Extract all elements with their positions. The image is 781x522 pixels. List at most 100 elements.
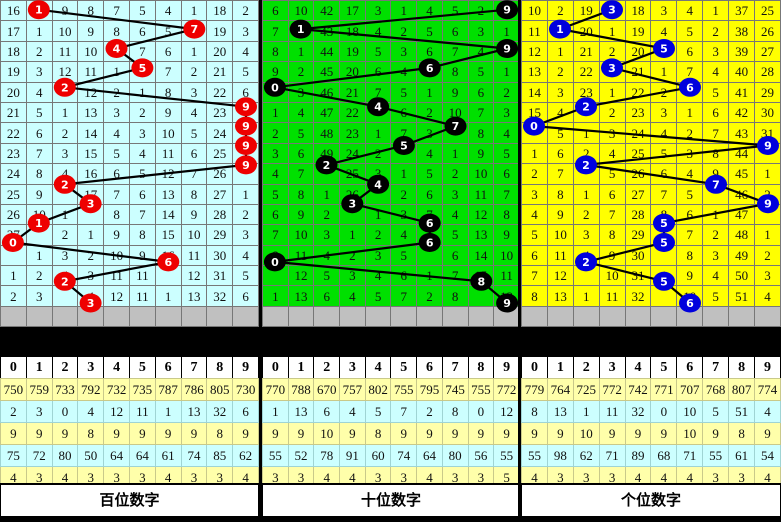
column-header-1[interactable]: 1: [287, 356, 315, 380]
table-row: 6104217314529: [262, 0, 520, 22]
table-row: 8114235661410: [262, 244, 520, 267]
cell-r12-c4: 3: [364, 244, 392, 267]
column-header-5[interactable]: 5: [650, 356, 678, 380]
cell-r4-c6: 6: [676, 81, 704, 103]
cell-r1-c0: 11: [521, 20, 548, 42]
cell-r12-c8: 30: [206, 244, 234, 267]
cell-r8-c9: 9: [232, 163, 259, 185]
cell-r13-c5: 1: [650, 265, 678, 287]
column-header-0[interactable]: 0: [0, 356, 27, 380]
cell-r11-c6: 15: [154, 224, 182, 246]
stats-r2-c2: 1: [572, 400, 600, 423]
column-header-0[interactable]: 0: [262, 356, 289, 380]
cell-r10-c9: 9: [754, 203, 781, 226]
cell-r14-c6: 2: [416, 285, 443, 307]
table-row: 24841665127269: [0, 163, 259, 185]
column-header-4[interactable]: 4: [624, 356, 652, 380]
stats-r1-c1: 788: [287, 378, 315, 401]
cell-r13-c1: 2: [25, 265, 53, 287]
cell-r2-c3: 10: [77, 40, 105, 63]
cell-r9-c8: 46: [728, 183, 756, 205]
stats-r4-c1: 98: [546, 444, 574, 467]
stats-r3-c1: 9: [25, 422, 53, 445]
cell-r4-c5: 1: [128, 81, 156, 103]
cell-r2-c0: 12: [521, 40, 548, 63]
cell-r7-c3: 4: [598, 142, 626, 165]
column-header-5[interactable]: 5: [128, 356, 156, 380]
cell-r4-c0: 20: [0, 81, 27, 103]
cell-r11-c6: 6: [416, 224, 443, 246]
column-header-6[interactable]: 6: [154, 356, 182, 380]
stats-r4-c6: 71: [676, 444, 704, 467]
stats-r4-c2: 62: [572, 444, 600, 467]
cell-r2-c5: 5: [650, 40, 678, 63]
column-header-8[interactable]: 8: [206, 356, 234, 380]
cell-r15-c4: [624, 305, 652, 328]
cell-r3-c5: 1: [650, 61, 678, 83]
cell-r12-c5: 5: [650, 244, 678, 267]
cell-r6-c7: 5: [180, 122, 208, 144]
stats-r3-c5: 9: [128, 422, 156, 445]
stats-r3-c3: 9: [598, 422, 626, 445]
column-header-7[interactable]: 7: [180, 356, 208, 380]
column-header-6[interactable]: 6: [416, 356, 443, 380]
cell-r10-c8: 12: [467, 203, 495, 226]
stats-row-r1: 750 759 733 792 732 735 787 786 805 730: [0, 378, 259, 401]
stats-r2-c5: 0: [650, 400, 678, 423]
cell-r4-c0: 0: [262, 81, 289, 103]
column-header-8[interactable]: 8: [728, 356, 756, 380]
column-header-9[interactable]: 9: [232, 356, 259, 380]
cell-r13-c3: 3: [77, 265, 105, 287]
cell-r3-c8: 40: [728, 61, 756, 83]
column-header-3[interactable]: 3: [77, 356, 105, 380]
stats-row-r4: 75 72 80 50 64 64 61 74 85 62: [0, 444, 259, 467]
cell-r2-c3: 2: [598, 40, 626, 63]
cell-r1-c6: 5: [416, 20, 443, 42]
column-header-3[interactable]: 3: [598, 356, 626, 380]
cell-r11-c2: 3: [313, 224, 341, 246]
stats-r3-c9: 9: [493, 422, 520, 445]
stats-r2-c6: 2: [416, 400, 443, 423]
cell-r12-c2: 3: [51, 244, 79, 267]
table-row: 69231374128: [262, 203, 520, 226]
column-header-7[interactable]: 7: [441, 356, 469, 380]
cell-r1-c6: 5: [676, 20, 704, 42]
stats-r1-c1: 764: [546, 378, 574, 401]
cell-r15-c6: [416, 305, 443, 328]
column-header-2[interactable]: 2: [572, 356, 600, 380]
column-header-9[interactable]: 9: [754, 356, 781, 380]
column-header-6[interactable]: 6: [676, 356, 704, 380]
cell-r3-c9: 5: [232, 61, 259, 83]
table-row: 71221031194503: [521, 265, 781, 287]
column-header-2[interactable]: 2: [51, 356, 79, 380]
stats-r4-c9: 62: [232, 444, 259, 467]
column-header-4[interactable]: 4: [103, 356, 130, 380]
cell-r2-c1: 2: [25, 40, 53, 63]
cell-r6-c7: 7: [441, 122, 469, 144]
column-header-8[interactable]: 8: [467, 356, 495, 380]
column-header-1[interactable]: 1: [546, 356, 574, 380]
cell-r15-c3: [339, 305, 366, 328]
column-header-2[interactable]: 2: [313, 356, 341, 380]
table-row: 143231222654129: [521, 81, 781, 103]
cell-r10-c7: 9: [180, 203, 208, 226]
cell-r14-c5: 11: [128, 285, 156, 307]
omission-grid-tens: 6104217314529714318425631814419536749924…: [262, 0, 520, 328]
cell-r2-c7: 1: [180, 40, 208, 63]
cell-r4-c9: 29: [754, 81, 781, 103]
column-header-1[interactable]: 1: [25, 356, 53, 380]
column-header-7[interactable]: 7: [702, 356, 730, 380]
cell-r0-c4: 7: [103, 0, 130, 22]
column-header-4[interactable]: 4: [364, 356, 392, 380]
column-header-3[interactable]: 3: [339, 356, 366, 380]
column-header-9[interactable]: 9: [493, 356, 520, 380]
cell-r3-c8: 5: [467, 61, 495, 83]
column-header-0[interactable]: 0: [521, 356, 548, 380]
stats-r4-c5: 64: [128, 444, 156, 467]
cell-r5-c5: 6: [390, 101, 418, 124]
table-row: 26101387149282: [0, 203, 259, 226]
stats-r3-c3: 9: [339, 422, 366, 445]
column-header-5[interactable]: 5: [390, 356, 418, 380]
cell-r6-c9: 9: [232, 122, 259, 144]
